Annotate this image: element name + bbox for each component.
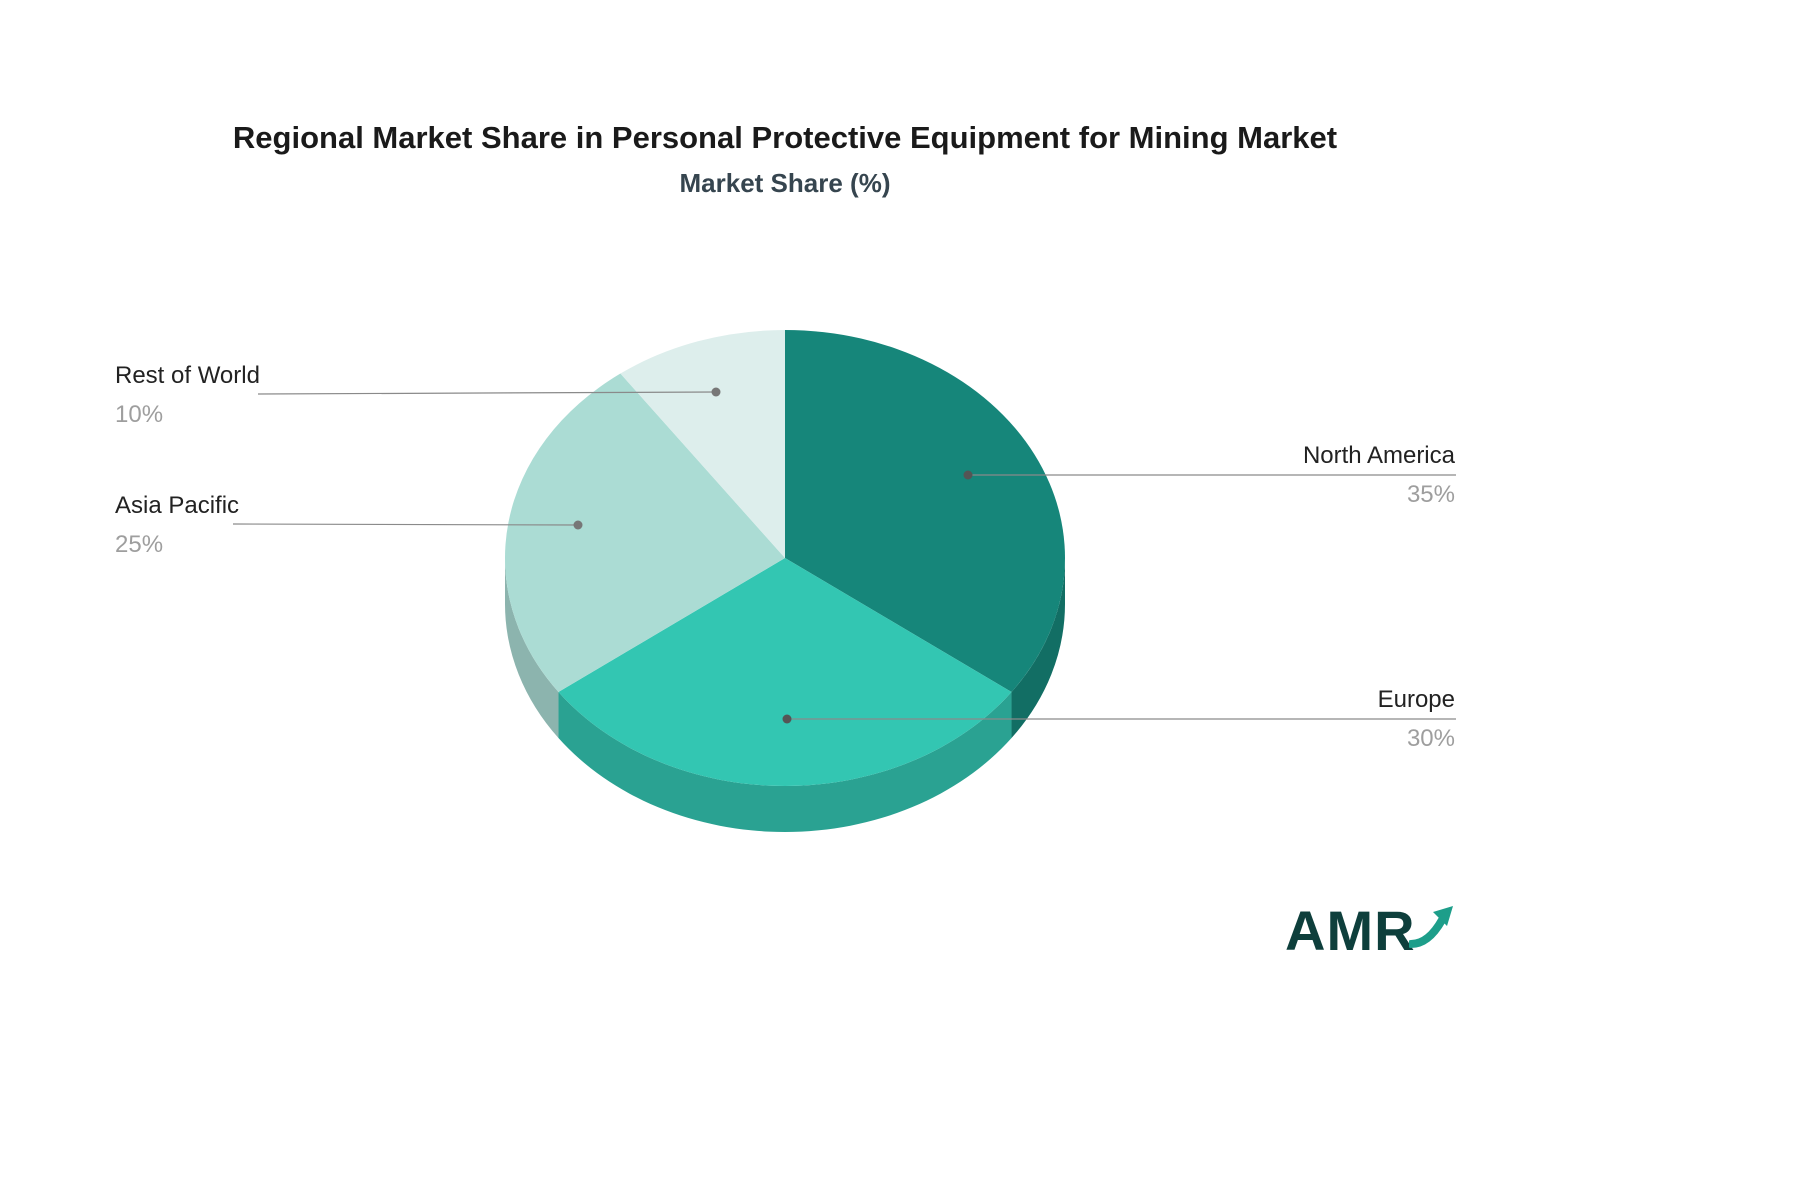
slice-label-name: Rest of World (115, 362, 260, 389)
slice-label-europe: Europe 30% (1378, 686, 1455, 753)
chart-title: Regional Market Share in Personal Protec… (232, 120, 1338, 155)
slice-label-value: 30% (1406, 725, 1455, 752)
slice-label-name: North America (1302, 442, 1455, 469)
slice-label-rest-of-world: Rest of World 10% (115, 362, 260, 429)
slice-label-north-america: North America 35% (1303, 442, 1455, 509)
slice-label-value: 10% (115, 401, 164, 428)
pie-slice-wall-north-america (1011, 558, 1065, 739)
pie-slice-rest-of-world (620, 330, 785, 558)
pie-slice-wall-asia-pacific (505, 558, 559, 739)
slice-label-value: 35% (1406, 481, 1455, 508)
slice-label-value: 25% (115, 531, 164, 558)
slice-label-name: Europe (1377, 686, 1455, 713)
brand-logo-arrow-icon (1409, 906, 1453, 948)
pie-slice-wall-europe (558, 692, 1012, 832)
pie-slice-north-america (785, 330, 1065, 693)
slice-label-name: Asia Pacific (115, 492, 240, 519)
chart-subtitle: Market Share (%) (679, 168, 891, 198)
pie-slice-asia-pacific (504, 373, 785, 693)
pie-slice-europe (558, 558, 1012, 787)
brand-logo: AMR (1285, 898, 1453, 968)
brand-logo-text: AMR (1285, 899, 1416, 962)
slice-label-asia-pacific: Asia Pacific 25% (115, 492, 239, 559)
